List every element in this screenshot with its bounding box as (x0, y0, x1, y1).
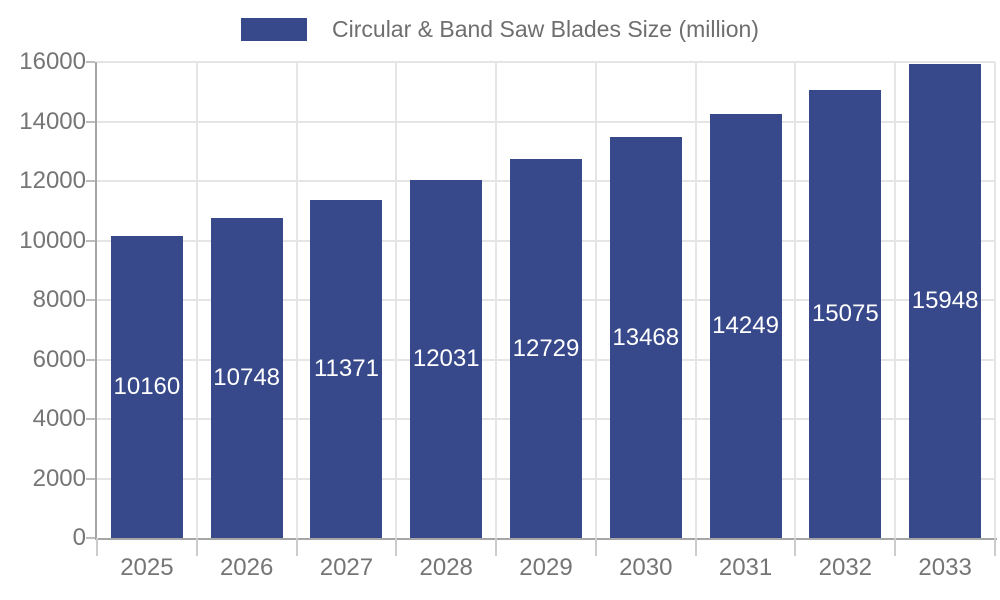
bar-value-label: 12031 (412, 345, 480, 373)
x-tick-mark (495, 538, 498, 556)
y-tick-mark (86, 418, 95, 420)
legend-swatch (241, 18, 308, 41)
y-tick-mark (86, 180, 95, 182)
h-gridline (97, 61, 995, 63)
v-gridline (694, 62, 697, 538)
y-tick-label: 14000 (19, 107, 86, 135)
legend-label: Circular & Band Saw Blades Size (million… (332, 16, 759, 42)
bar: 15075 (809, 89, 882, 538)
bar-value-label: 10748 (213, 364, 281, 392)
v-gridline (994, 62, 996, 538)
x-tick-label: 2030 (619, 554, 673, 581)
y-axis-line (95, 62, 97, 538)
x-tick-label: 2032 (818, 554, 873, 581)
v-gridline (295, 62, 298, 538)
x-tick-label: 2026 (219, 554, 274, 581)
legend: Circular & Band Saw Blades Size (million… (0, 16, 1000, 43)
bar: 12031 (410, 180, 483, 538)
y-tick-label: 12000 (19, 167, 86, 194)
bar-value-label: 10160 (113, 372, 181, 400)
y-tick-label: 10000 (19, 226, 86, 254)
x-axis-line (95, 538, 997, 540)
bar: 12729 (510, 159, 582, 538)
x-tick-mark (195, 538, 198, 556)
x-tick-mark (794, 538, 797, 556)
v-gridline (195, 62, 198, 538)
x-tick-label: 2028 (419, 554, 473, 581)
x-tick-label: 2025 (120, 554, 174, 581)
x-tick-mark (894, 538, 897, 556)
x-tick-label: 2029 (519, 554, 573, 581)
y-tick-mark (86, 477, 95, 480)
bar: 10748 (210, 218, 283, 538)
x-tick-mark (694, 538, 697, 556)
bar-value-label: 13468 (612, 323, 680, 351)
v-gridline (594, 62, 597, 538)
x-tick-mark (395, 538, 398, 556)
bar: 13468 (609, 137, 682, 538)
y-tick-mark (86, 537, 95, 539)
bar-value-label: 15948 (911, 286, 979, 314)
v-gridline (495, 62, 498, 538)
h-gridline (97, 120, 995, 123)
v-gridline (395, 62, 398, 538)
bar-value-label: 12729 (512, 334, 580, 362)
v-gridline (894, 62, 897, 538)
bar: 11371 (310, 199, 383, 538)
y-tick-label: 6000 (32, 345, 86, 373)
bar: 10160 (110, 235, 183, 538)
v-gridline (794, 62, 797, 538)
bar: 15948 (909, 63, 982, 538)
y-tick-label: 0 (72, 524, 86, 551)
bar-value-label: 14249 (712, 312, 779, 340)
x-tick-mark (295, 538, 298, 556)
y-tick-mark (86, 120, 95, 123)
bar: 14249 (709, 114, 782, 538)
y-tick-mark (86, 358, 95, 361)
bar-value-label: 15075 (811, 299, 879, 327)
y-tick-mark (86, 61, 95, 63)
x-tick-mark (96, 538, 98, 556)
x-tick-mark (994, 538, 996, 556)
bar-value-label: 11371 (313, 354, 379, 382)
x-tick-label: 2027 (319, 554, 374, 581)
x-tick-label: 2031 (718, 554, 773, 581)
x-tick-label: 2033 (918, 554, 972, 581)
y-tick-mark (86, 239, 95, 242)
plot-area: 10160 10748 11371 12031 12729 13468 14249 15075… (95, 61, 997, 540)
y-tick-label: 2000 (32, 464, 86, 492)
x-tick-mark (594, 538, 597, 556)
y-tick-label: 16000 (19, 48, 86, 75)
y-tick-label: 8000 (32, 286, 86, 313)
y-tick-label: 4000 (32, 405, 86, 432)
y-tick-mark (86, 299, 95, 301)
